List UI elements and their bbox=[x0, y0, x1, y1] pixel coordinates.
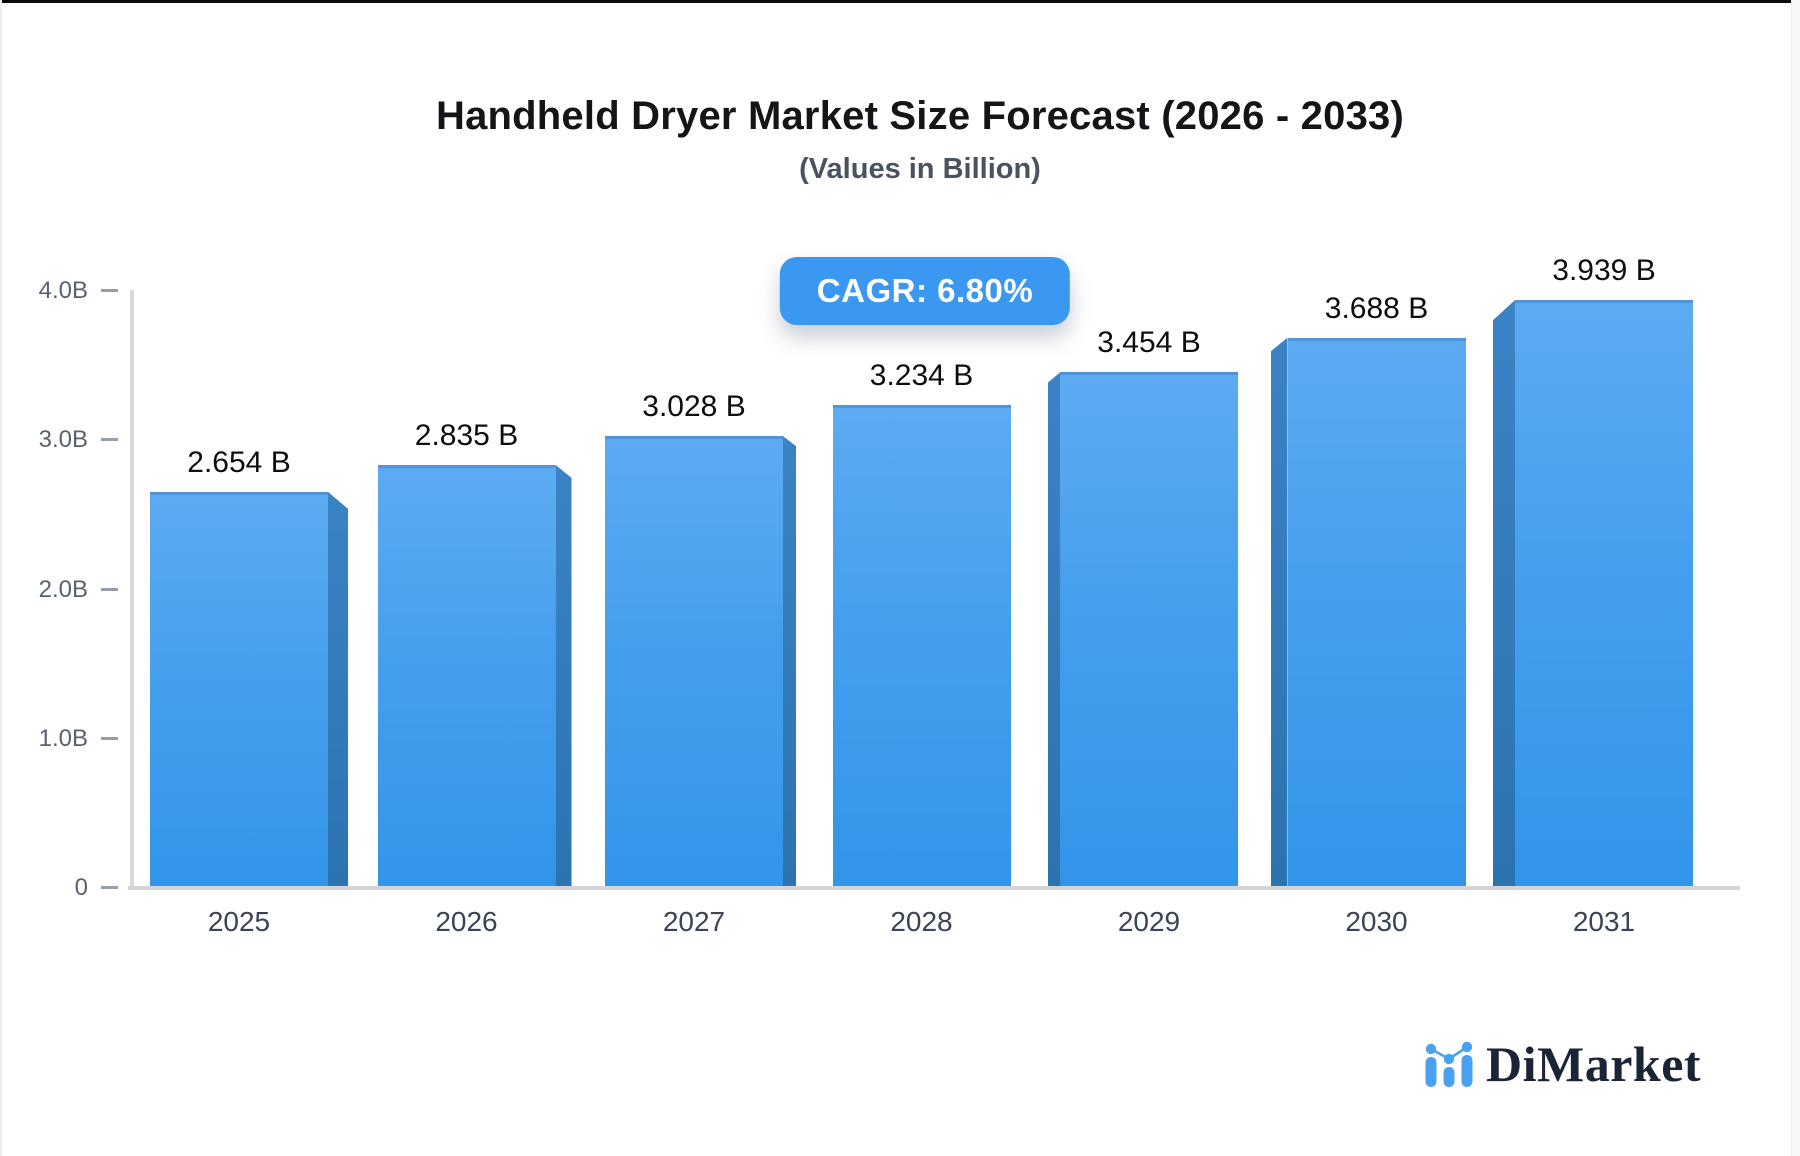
x-axis-label: 2027 bbox=[662, 906, 726, 937]
bar-face bbox=[150, 491, 328, 888]
x-axis-label: 2025 bbox=[207, 906, 271, 937]
bar-value-label: 3.688 B bbox=[1324, 291, 1429, 325]
bar-face bbox=[1287, 337, 1466, 888]
bar-value-label: 3.234 B bbox=[869, 359, 974, 393]
cagr-badge: CAGR: 6.80% bbox=[779, 257, 1071, 325]
bar-face bbox=[605, 436, 783, 888]
y-tick bbox=[101, 438, 118, 442]
left-edge-hairline bbox=[0, 0, 2, 1156]
x-axis-label: 2030 bbox=[1345, 906, 1408, 937]
bar-value-label: 3.028 B bbox=[642, 390, 746, 424]
bar-side-face bbox=[328, 491, 348, 888]
bar-value-label: 2.835 B bbox=[414, 418, 519, 452]
y-tick bbox=[101, 886, 118, 889]
bar-face bbox=[377, 464, 556, 888]
bar-side-face bbox=[783, 436, 796, 888]
y-axis-line bbox=[130, 290, 134, 888]
chart-title: Handheld Dryer Market Size Forecast (202… bbox=[436, 94, 1404, 138]
x-axis-line bbox=[128, 886, 1740, 890]
y-tick-label: 1.0B bbox=[38, 724, 88, 752]
top-border-line bbox=[0, 0, 1791, 3]
bar-face bbox=[1515, 300, 1693, 888]
y-tick bbox=[101, 736, 118, 740]
y-tick bbox=[101, 289, 118, 292]
chart-header: Handheld Dryer Market Size Forecast (202… bbox=[40, 94, 1800, 186]
bar-side-face bbox=[1048, 372, 1060, 888]
y-tick bbox=[101, 587, 118, 591]
y-tick-label: 3.0B bbox=[38, 426, 88, 454]
x-axis-label: 2031 bbox=[1572, 906, 1636, 937]
brand-name: DiMarket bbox=[1486, 1036, 1702, 1092]
right-edge-strip bbox=[1791, 0, 1800, 1156]
x-axis-label: 2028 bbox=[890, 906, 953, 937]
bar-side-face bbox=[1493, 300, 1515, 888]
chart-subtitle: (Values in Billion) bbox=[799, 153, 1041, 185]
bar-face bbox=[1060, 372, 1238, 888]
bar-side-face bbox=[555, 464, 572, 888]
bar-face bbox=[832, 405, 1011, 888]
brand-logo: DiMarket bbox=[1424, 1036, 1702, 1092]
x-axis-label: 2029 bbox=[1117, 906, 1181, 937]
y-tick-label: 4.0B bbox=[38, 277, 88, 304]
y-tick-label: 2.0B bbox=[38, 575, 88, 603]
bar-value-label: 2.654 B bbox=[187, 445, 291, 479]
bar-value-label: 3.454 B bbox=[1097, 326, 1201, 360]
bar-side-face bbox=[1270, 337, 1288, 888]
y-tick-label: 0 bbox=[74, 874, 88, 901]
bar-value-label: 3.939 B bbox=[1552, 254, 1656, 288]
x-axis-label: 2026 bbox=[435, 906, 498, 937]
mini-bar-line-chart-icon bbox=[1425, 1041, 1473, 1087]
